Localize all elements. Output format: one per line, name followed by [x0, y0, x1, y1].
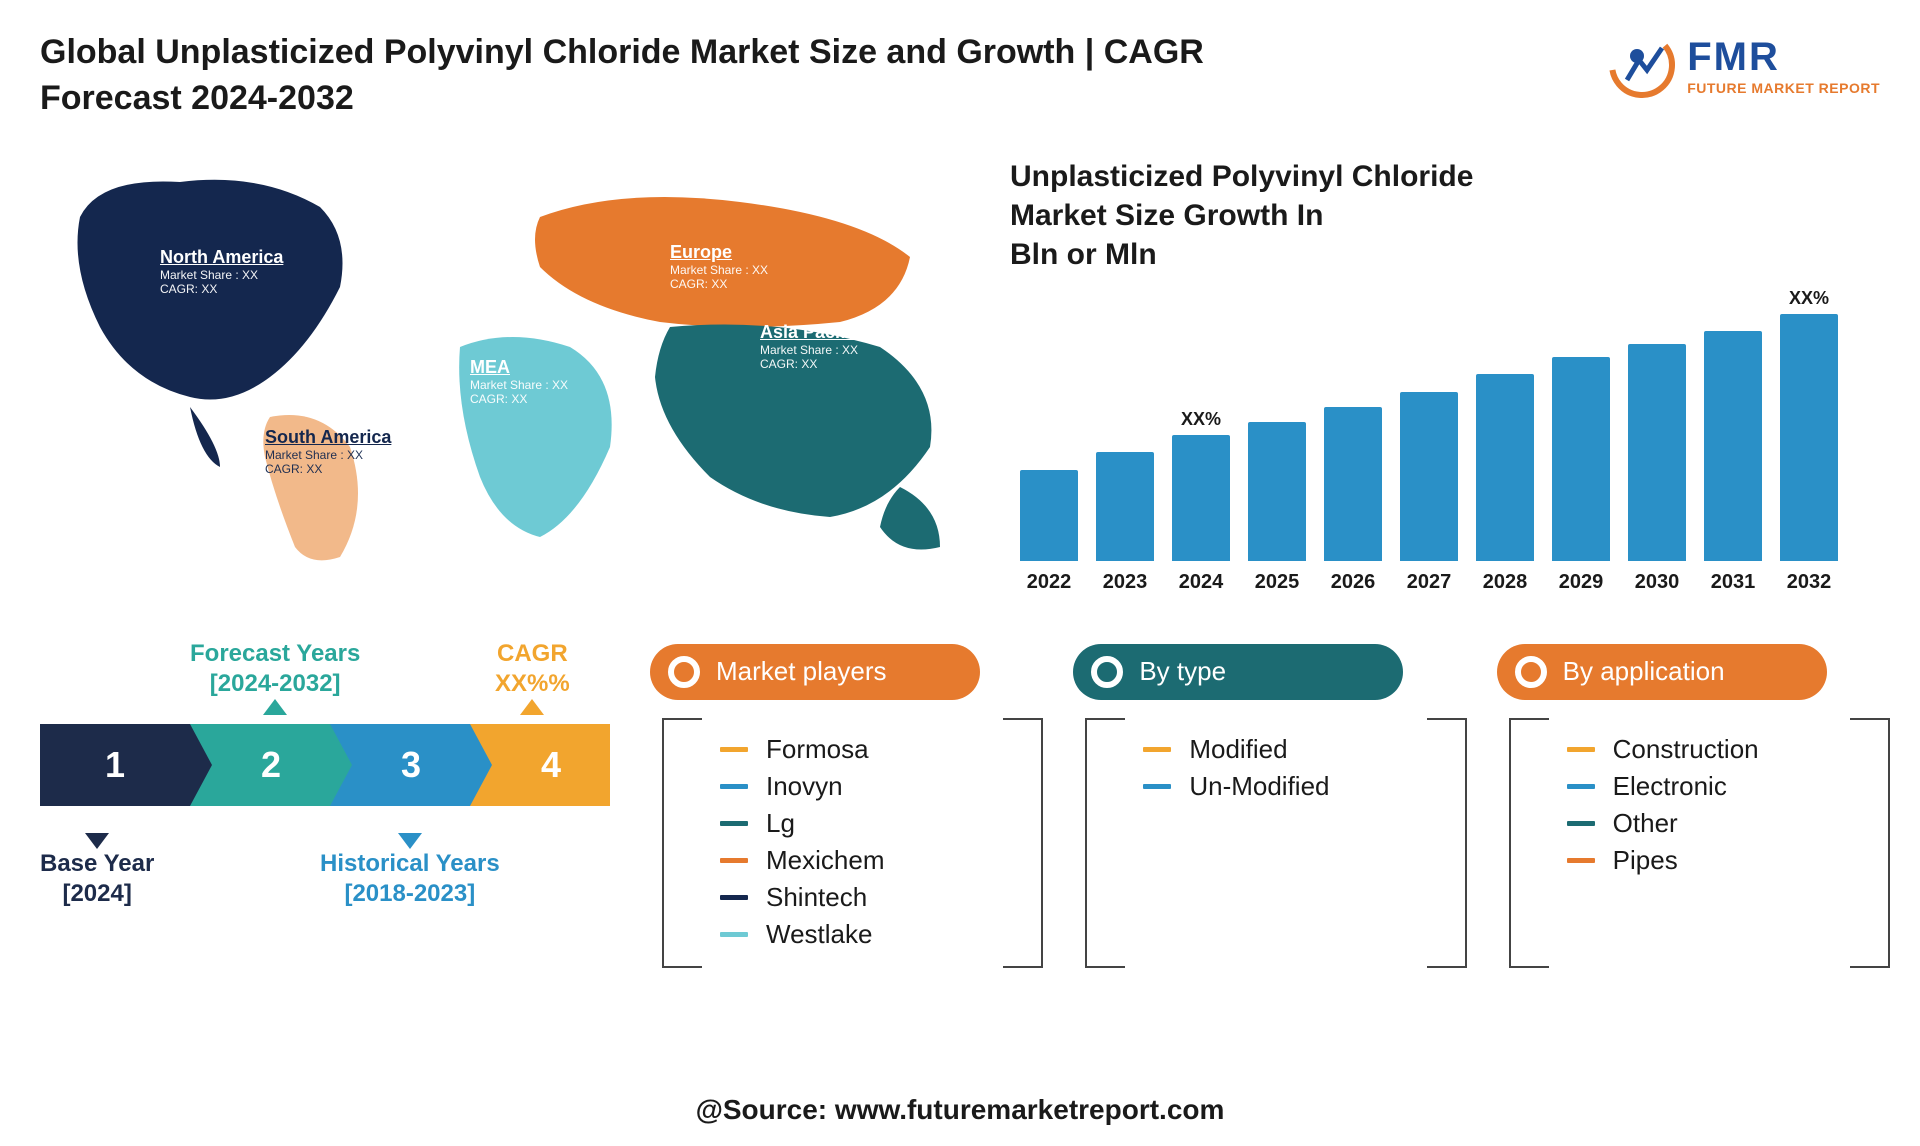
category-type: By type Modified Un-Modified — [1073, 644, 1456, 968]
cat-item-type: Modified — [1143, 734, 1396, 765]
timeline-bar: 1234 — [40, 724, 620, 806]
pill-type: By type — [1073, 644, 1403, 700]
cat-item-players: Westlake — [720, 919, 973, 950]
cat-item-players: Inovyn — [720, 771, 973, 802]
bar-year-2030: 2030 — [1635, 571, 1680, 594]
bar-chart: 20222023XX%20242025202620272028202920302… — [1010, 294, 1880, 594]
bar-rect-2022 — [1020, 470, 1078, 561]
bar-2022: 2022 — [1020, 470, 1078, 594]
bar-rect-2031 — [1704, 331, 1762, 561]
timeline-label-historical: Historical Years[2018-2023] — [320, 829, 500, 909]
cat-item-players: Formosa — [720, 734, 973, 765]
cat-item-application: Pipes — [1567, 845, 1820, 876]
dash-icon — [720, 784, 748, 789]
dash-icon — [1143, 784, 1171, 789]
bar-2026: 2026 — [1324, 407, 1382, 594]
bar-rect-2026 — [1324, 407, 1382, 561]
bar-year-2032: 2032 — [1787, 571, 1832, 594]
bar-2030: 2030 — [1628, 344, 1686, 594]
bar-year-2025: 2025 — [1255, 571, 1300, 594]
page-title: Global Unplasticized Polyvinyl Chloride … — [40, 30, 1204, 122]
bracket-type: Modified Un-Modified — [1073, 718, 1456, 968]
timeline-label-forecast: Forecast Years[2024-2032] — [190, 639, 360, 719]
bar-2029: 2029 — [1552, 357, 1610, 594]
top-row: North AmericaMarket Share : XXCAGR: XX So… — [40, 147, 1880, 594]
world-map: North AmericaMarket Share : XXCAGR: XX So… — [40, 147, 980, 567]
bar-year-2031: 2031 — [1711, 571, 1756, 594]
category-application: By application Construction Electronic Oth… — [1497, 644, 1880, 968]
dash-icon — [720, 821, 748, 826]
bar-chart-section: Unplasticized Polyvinyl Chloride Market … — [1010, 147, 1880, 594]
pill-players: Market players — [650, 644, 980, 700]
dash-icon — [1143, 747, 1171, 752]
cat-item-players: Lg — [720, 808, 973, 839]
bar-rect-2024 — [1172, 435, 1230, 561]
bar-top-label-2032: XX% — [1789, 288, 1829, 309]
bar-2024: XX%2024 — [1172, 435, 1230, 594]
region-label-mea: MEAMarket Share : XXCAGR: XX — [470, 357, 568, 406]
header: Global Unplasticized Polyvinyl Chloride … — [40, 30, 1880, 122]
dash-icon — [1567, 784, 1595, 789]
dash-icon — [720, 932, 748, 937]
chart-title-l2: Market Size Growth In — [1010, 199, 1323, 232]
timeline-seg-1: 1 — [40, 724, 190, 806]
region-label-south_america: South AmericaMarket Share : XXCAGR: XX — [265, 427, 391, 476]
bracket-application: Construction Electronic Other Pipes — [1497, 718, 1880, 968]
dash-icon — [720, 747, 748, 752]
region-label-asia_pacific: Asia PacificMarket Share : XXCAGR: XX — [760, 322, 861, 371]
dash-icon — [720, 858, 748, 863]
cat-item-players: Mexichem — [720, 845, 973, 876]
bar-year-2023: 2023 — [1103, 571, 1148, 594]
fmr-logo-icon — [1607, 30, 1677, 100]
bar-rect-2030 — [1628, 344, 1686, 561]
bar-top-label-2024: XX% — [1181, 409, 1221, 430]
dash-icon — [1567, 747, 1595, 752]
bar-2028: 2028 — [1476, 374, 1534, 593]
cat-item-type: Un-Modified — [1143, 771, 1396, 802]
dash-icon — [1567, 858, 1595, 863]
bar-2027: 2027 — [1400, 392, 1458, 594]
chart-title-l1: Unplasticized Polyvinyl Chloride — [1010, 160, 1473, 193]
categories-container: Market players Formosa Inovyn Lg Mexichem Sh… — [650, 644, 1880, 968]
title-line-2: Forecast 2024-2032 — [40, 79, 354, 117]
cat-item-application: Other — [1567, 808, 1820, 839]
dash-icon — [720, 895, 748, 900]
bracket-players: Formosa Inovyn Lg Mexichem Shintech Westlake — [650, 718, 1033, 968]
bar-2031: 2031 — [1704, 331, 1762, 594]
cat-item-application: Electronic — [1567, 771, 1820, 802]
bar-year-2024: 2024 — [1179, 571, 1224, 594]
timeline-label-cagr: CAGRXX%% — [495, 639, 570, 719]
bar-rect-2032 — [1780, 314, 1838, 561]
chart-title-l3: Bln or Mln — [1010, 238, 1157, 271]
logo-tagline: FUTURE MARKET REPORT — [1687, 80, 1880, 96]
bar-year-2029: 2029 — [1559, 571, 1604, 594]
bar-year-2027: 2027 — [1407, 571, 1452, 594]
bar-2023: 2023 — [1096, 452, 1154, 593]
bar-year-2022: 2022 — [1027, 571, 1072, 594]
timeline-label-base: Base Year[2024] — [40, 829, 154, 909]
logo-brand: FMR — [1687, 35, 1780, 80]
bar-2032: XX%2032 — [1780, 314, 1838, 594]
bar-rect-2023 — [1096, 452, 1154, 560]
title-line-1: Global Unplasticized Polyvinyl Chloride … — [40, 33, 1204, 71]
chart-title: Unplasticized Polyvinyl Chloride Market … — [1010, 157, 1880, 274]
bar-year-2026: 2026 — [1331, 571, 1376, 594]
bar-2025: 2025 — [1248, 422, 1306, 594]
cat-item-application: Construction — [1567, 734, 1820, 765]
bar-rect-2027 — [1400, 392, 1458, 561]
cat-item-players: Shintech — [720, 882, 973, 913]
region-label-north_america: North AmericaMarket Share : XXCAGR: XX — [160, 247, 283, 296]
dash-icon — [1567, 821, 1595, 826]
fmr-logo: FMR FUTURE MARKET REPORT — [1607, 30, 1880, 100]
bottom-row: 1234 Forecast Years[2024-2032]CAGRXX%%Ba… — [40, 644, 1880, 968]
region-label-europe: EuropeMarket Share : XXCAGR: XX — [670, 242, 768, 291]
bar-rect-2028 — [1476, 374, 1534, 560]
source-attribution: @Source: www.futuremarketreport.com — [0, 1094, 1920, 1126]
category-players: Market players Formosa Inovyn Lg Mexichem Sh… — [650, 644, 1033, 968]
bar-rect-2025 — [1248, 422, 1306, 561]
bar-year-2028: 2028 — [1483, 571, 1528, 594]
timeline: 1234 Forecast Years[2024-2032]CAGRXX%%Ba… — [40, 644, 620, 806]
bar-rect-2029 — [1552, 357, 1610, 561]
pill-application: By application — [1497, 644, 1827, 700]
